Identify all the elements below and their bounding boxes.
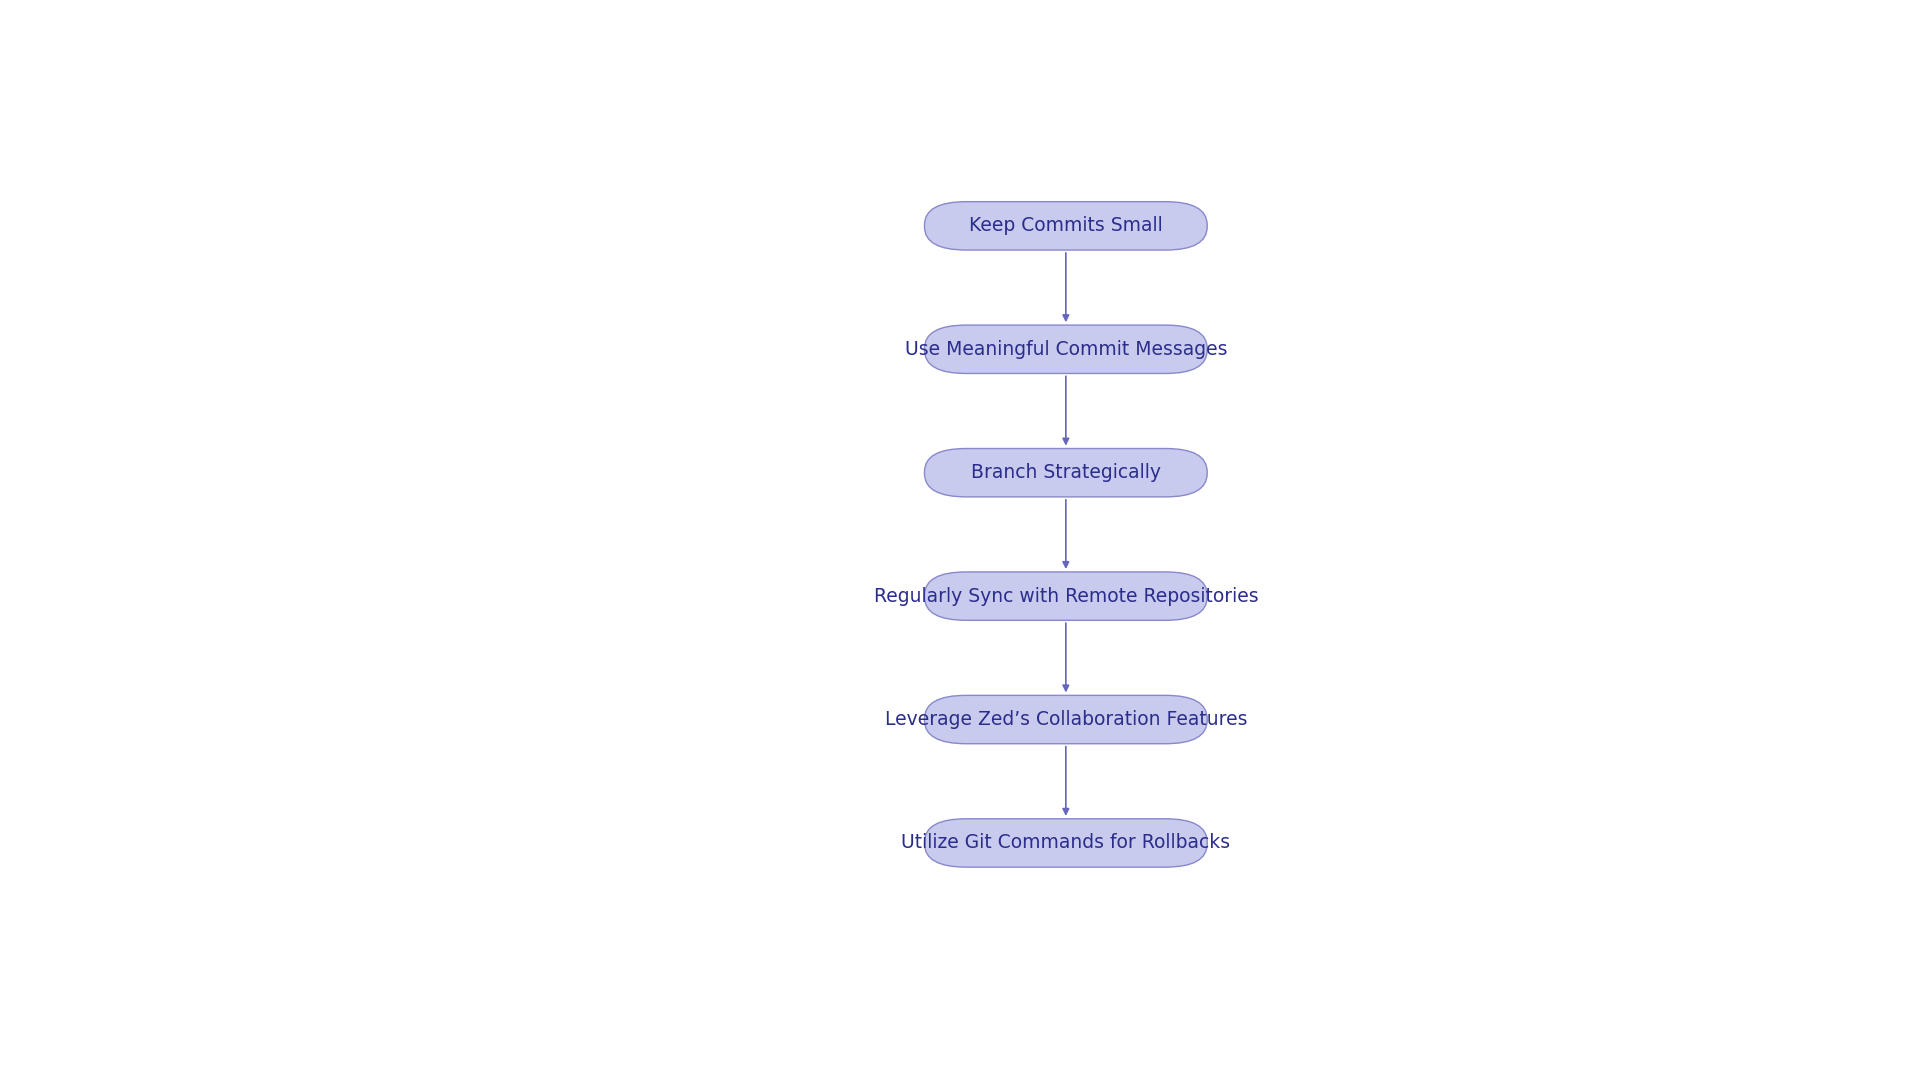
FancyBboxPatch shape bbox=[925, 572, 1208, 621]
FancyBboxPatch shape bbox=[925, 448, 1208, 497]
FancyBboxPatch shape bbox=[925, 819, 1208, 867]
FancyBboxPatch shape bbox=[925, 201, 1208, 250]
Text: Leverage Zed’s Collaboration Features: Leverage Zed’s Collaboration Features bbox=[885, 710, 1248, 729]
FancyBboxPatch shape bbox=[925, 325, 1208, 374]
Text: Use Meaningful Commit Messages: Use Meaningful Commit Messages bbox=[904, 340, 1227, 358]
Text: Utilize Git Commands for Rollbacks: Utilize Git Commands for Rollbacks bbox=[900, 834, 1231, 852]
FancyBboxPatch shape bbox=[925, 695, 1208, 744]
Text: Keep Commits Small: Keep Commits Small bbox=[970, 217, 1164, 235]
Text: Regularly Sync with Remote Repositories: Regularly Sync with Remote Repositories bbox=[874, 587, 1258, 605]
Text: Branch Strategically: Branch Strategically bbox=[972, 464, 1162, 482]
